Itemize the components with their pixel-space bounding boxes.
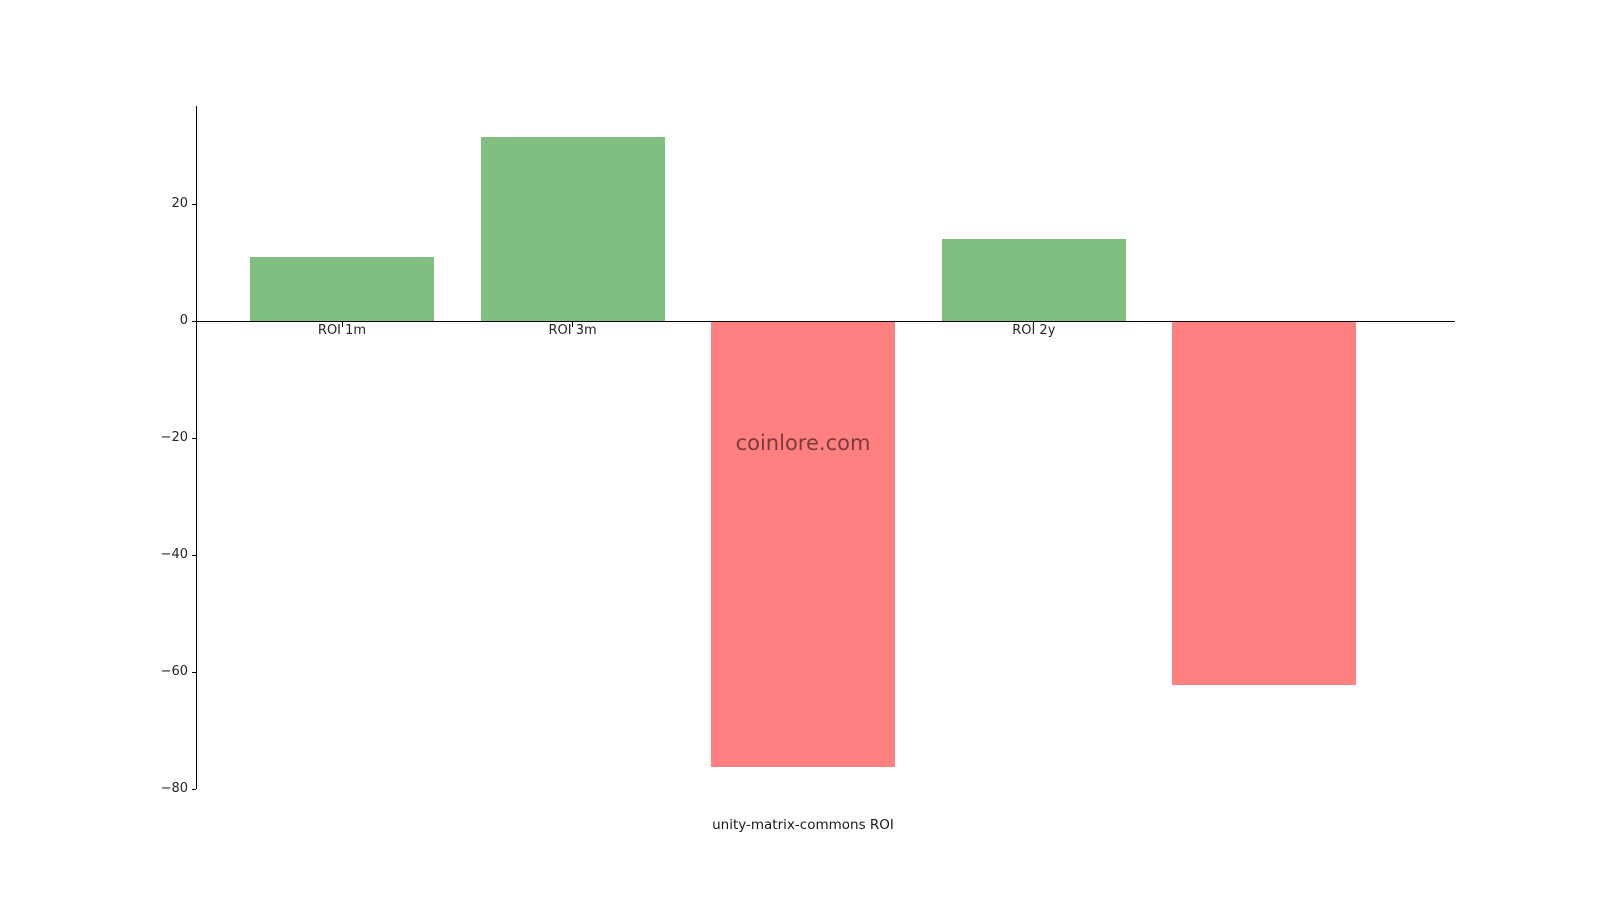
bar-roi-1m <box>250 256 434 321</box>
y-tick-mark <box>192 437 196 439</box>
chart-title: unity-matrix-commons ROI <box>712 817 894 833</box>
bar-roi-2y <box>941 239 1126 321</box>
bar-unlabeled-5 <box>1172 322 1357 685</box>
y-tick-label: 0 <box>179 313 188 328</box>
y-tick-mark <box>192 671 196 673</box>
x-tick-mark <box>1033 322 1035 327</box>
bar-unlabeled-3 <box>711 322 896 767</box>
watermark: coinlore.com <box>735 431 871 455</box>
y-axis-spine <box>196 106 197 789</box>
x-tick-mark <box>341 322 343 327</box>
y-tick-mark <box>192 554 196 556</box>
y-tick-mark <box>192 320 196 322</box>
x-axis-zero-line <box>196 321 1455 322</box>
y-tick-mark <box>192 203 196 205</box>
x-tick-label: ROI 1m <box>317 323 367 338</box>
y-tick-label: −60 <box>160 664 188 679</box>
bar-roi-3m <box>480 136 665 321</box>
x-tick-mark <box>572 322 574 327</box>
x-tick-label: ROI 3m <box>548 323 597 338</box>
y-tick-label: −40 <box>160 547 188 562</box>
y-tick-label: −20 <box>160 430 188 445</box>
x-tick-label: ROI 2y <box>1012 323 1056 338</box>
y-tick-label: −80 <box>160 781 188 796</box>
y-tick-mark <box>192 788 196 790</box>
y-tick-label: 20 <box>171 196 188 211</box>
